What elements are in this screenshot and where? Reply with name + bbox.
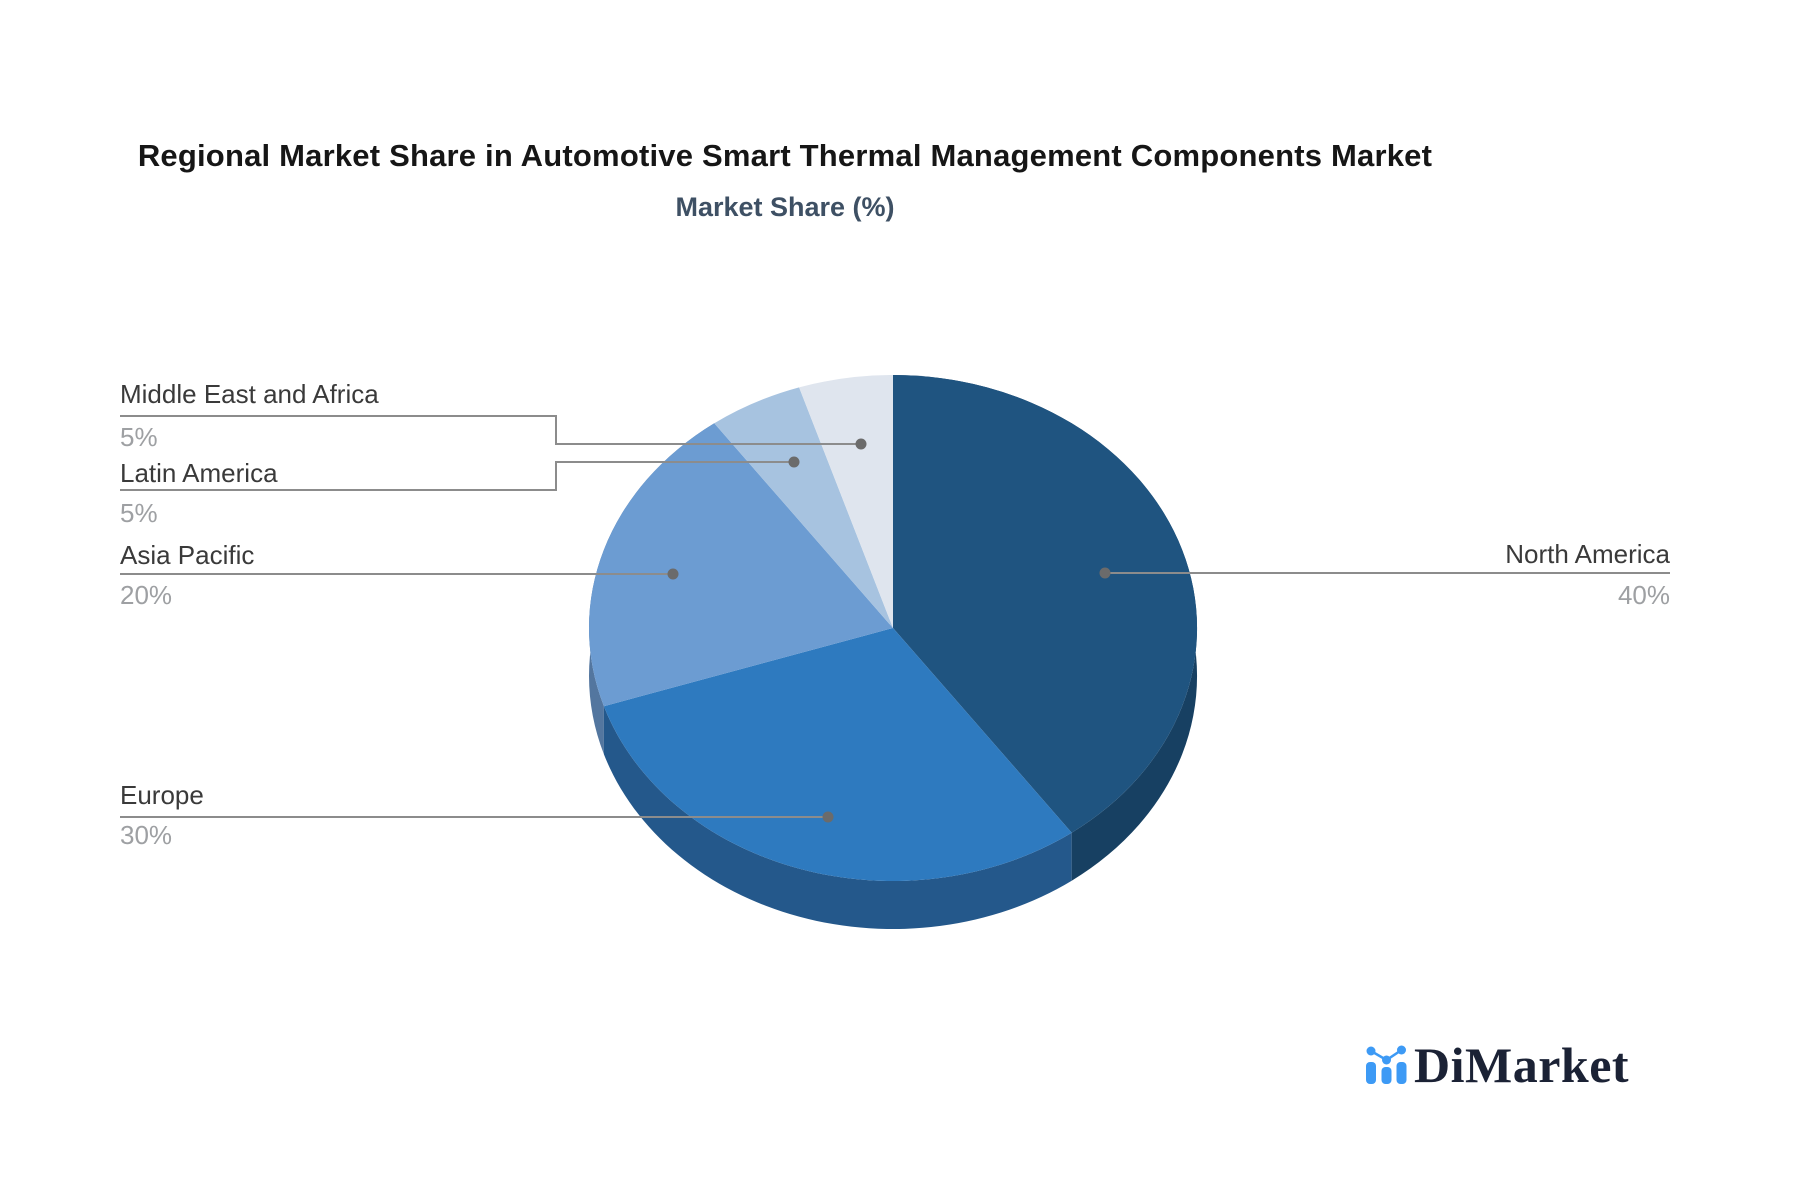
leader-dot-north-america <box>1099 567 1111 579</box>
slice-label-europe: Europe <box>120 780 204 810</box>
leader-dot-latin-america <box>788 456 800 468</box>
slice-label-asia-pacific: Asia Pacific <box>120 540 255 570</box>
pie-slice-middle-east-africa[interactable] <box>799 375 893 628</box>
pie-slice-asia-pacific[interactable] <box>589 423 893 707</box>
slice-label-north-america: North America <box>1505 539 1670 569</box>
leader-dot-middle-east-africa <box>855 438 867 450</box>
slice-label-latin-america: Latin America <box>120 458 278 488</box>
leader-line-latin-america <box>120 461 794 491</box>
slice-value-asia-pacific: 20% <box>120 580 173 610</box>
pie-slice-north-america[interactable] <box>893 375 1198 833</box>
slice-value-north-america: 40% <box>1617 580 1670 610</box>
slice-value-middle-east-africa: 5% <box>120 422 158 452</box>
slice-label-middle-east-africa: Middle East and Africa <box>120 379 379 409</box>
leader-line-middle-east-africa <box>120 415 861 445</box>
bar-chart-trend-icon <box>1366 1045 1407 1084</box>
page-title: Regional Market Share in Automotive Smar… <box>137 138 1433 173</box>
slice-value-europe: 30% <box>120 820 173 850</box>
leader-dot-asia-pacific <box>667 568 679 580</box>
chart-subtitle: Market Share (%) <box>675 192 895 222</box>
pie-side-europe <box>603 706 1072 930</box>
logo-wordmark: DiMarket <box>1414 1037 1630 1093</box>
leader-dot-europe <box>822 811 834 823</box>
pie-slice-latin-america[interactable] <box>714 387 893 628</box>
slice-value-latin-america: 5% <box>120 498 158 528</box>
